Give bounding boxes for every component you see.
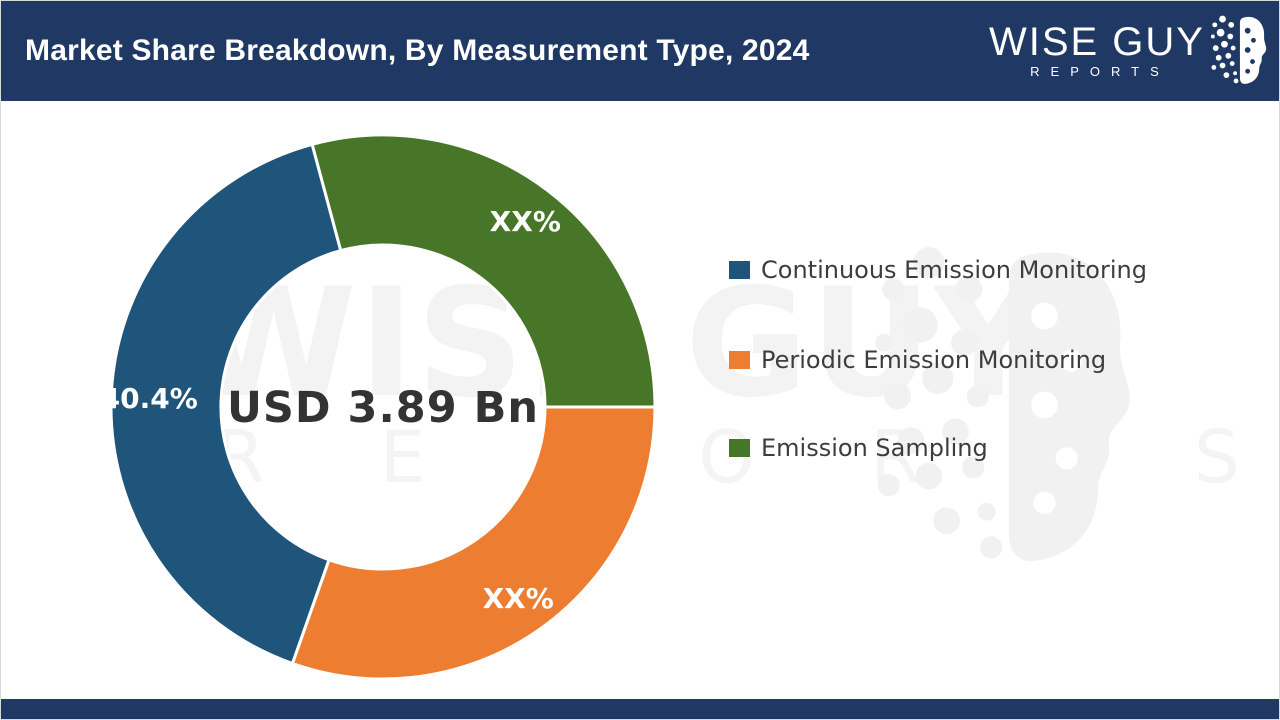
footer-bar [1,699,1279,719]
legend-swatch-sampling [729,439,750,457]
logo-reports-text: REPORTS [1030,64,1170,79]
legend-swatch-continuous [729,261,750,279]
donut-segment-continuous-emission-monitoring [109,142,343,665]
donut-segment-periodic-emission-monitoring [291,405,657,681]
donut-center-value: USD 3.89 Bn [227,383,539,433]
legend-label: Continuous Emission Monitoring [761,256,1147,284]
donut-segment-emission-sampling [310,133,657,409]
segment-value-label: XX% [483,582,554,615]
segment-value-label: 40.4% [101,382,198,415]
header-bar: Market Share Breakdown, By Measurement T… [1,1,1279,101]
legend-swatch-periodic [729,351,750,369]
watermark-dotted-head [875,247,1130,562]
logo-wiseguy-text: WISE GUY [988,20,1205,64]
legend-item-sampling: Emission Sampling [729,433,988,463]
legend-item-periodic: Periodic Emission Monitoring [729,345,1106,375]
logo-dotted-head-icon [1210,15,1267,84]
brand-logo: WISE GUY REPORTS [989,11,1267,89]
legend-item-continuous: Continuous Emission Monitoring [729,255,1147,285]
legend-label: Periodic Emission Monitoring [761,346,1107,374]
page-title: Market Share Breakdown, By Measurement T… [25,34,810,67]
legend-label: Emission Sampling [761,434,988,462]
segment-value-label: XX% [490,205,561,238]
